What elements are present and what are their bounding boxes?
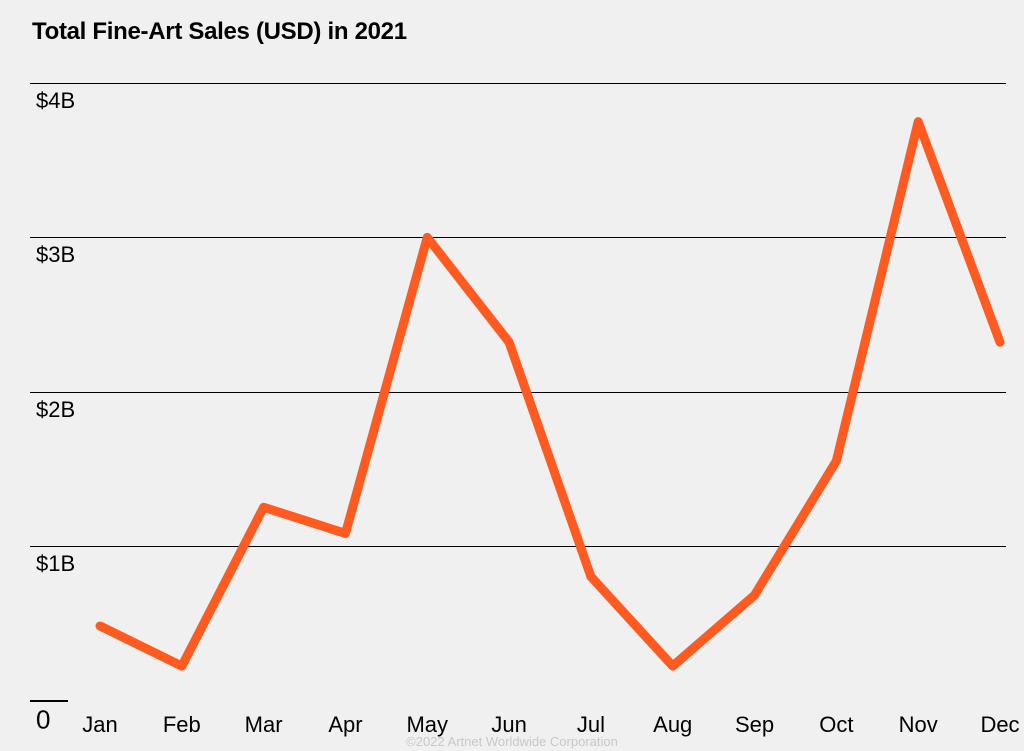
chart-container: { "chart": { "type": "line", "title": "T…	[0, 0, 1024, 751]
copyright-footer: ©2022 Artnet Worldwide Corporation	[0, 734, 1024, 749]
line-plot	[0, 0, 1024, 751]
y-axis-zero-label: 0	[36, 705, 50, 736]
